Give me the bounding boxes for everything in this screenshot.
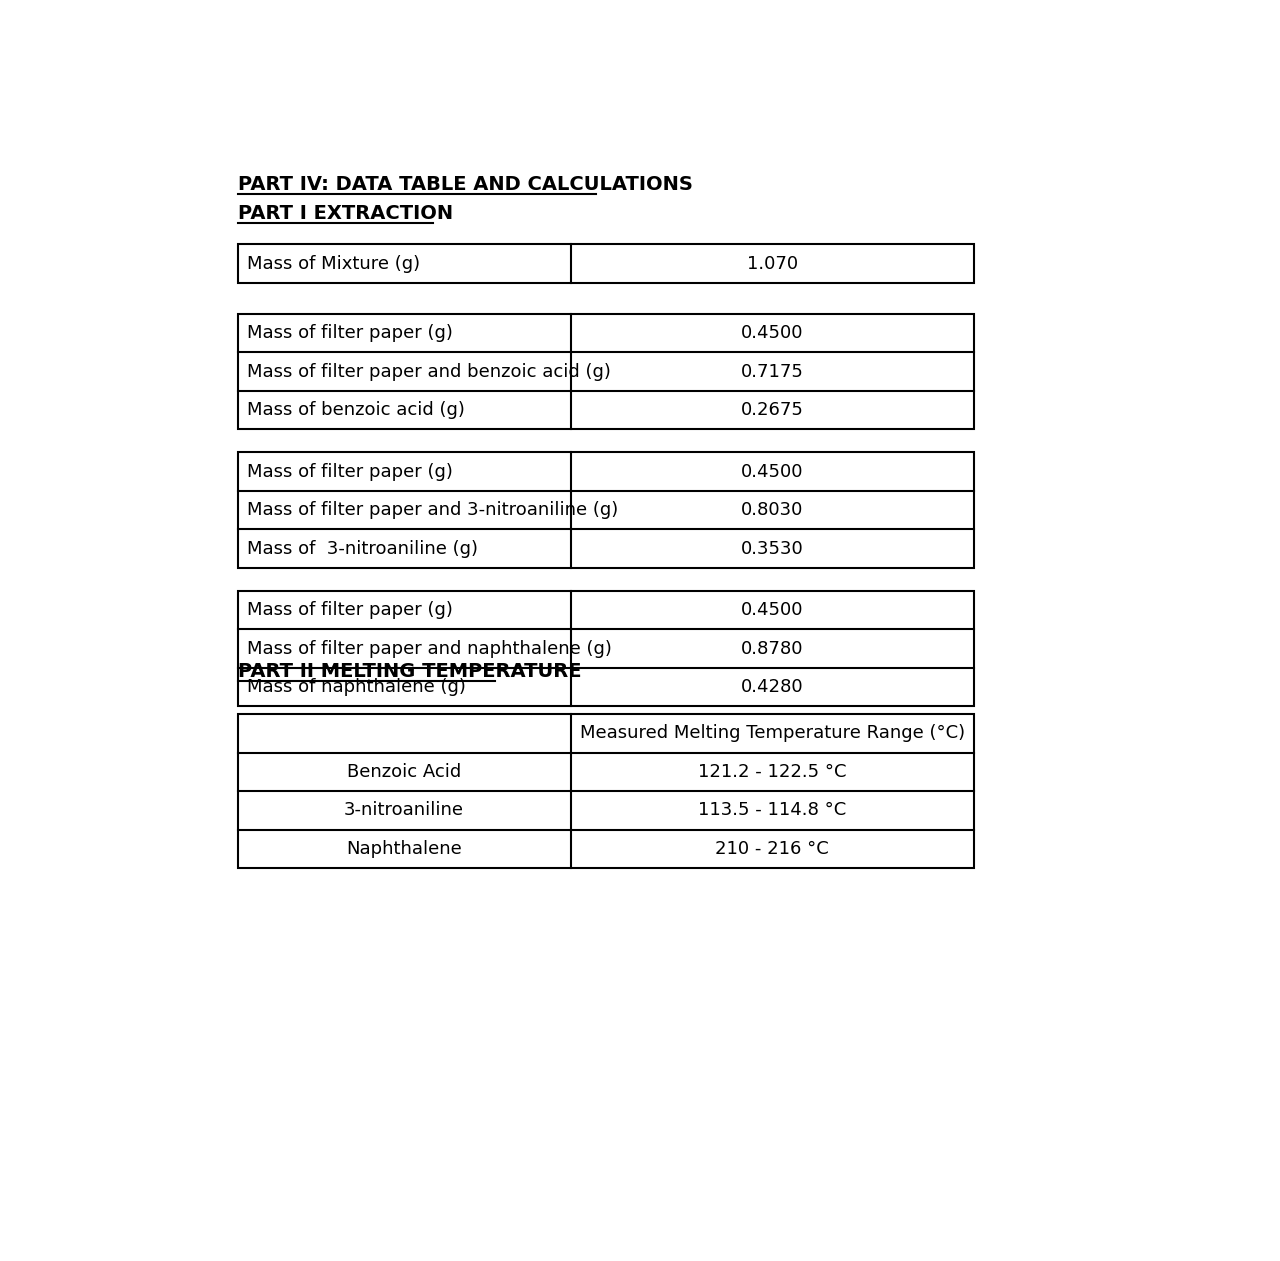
Text: Mass of  3-nitroaniline (g): Mass of 3-nitroaniline (g) [247,540,477,557]
Text: Mass of filter paper and naphthalene (g): Mass of filter paper and naphthalene (g) [247,639,612,658]
Text: Mass of benzoic acid (g): Mass of benzoic acid (g) [247,401,465,419]
Text: 0.4500: 0.4500 [741,601,804,619]
Text: Mass of filter paper (g): Mass of filter paper (g) [247,463,453,480]
Text: 121.2 - 122.5 °C: 121.2 - 122.5 °C [698,763,846,781]
Text: PART I EXTRACTION: PART I EXTRACTION [238,204,453,223]
Text: PART II MELTING TEMPERATURE: PART II MELTING TEMPERATURE [238,662,581,681]
Text: Naphthalene: Naphthalene [347,840,462,857]
Bar [238,591,974,706]
Text: 0.2675: 0.2675 [741,401,804,419]
Bar [238,245,974,282]
Text: 1.070: 1.070 [746,255,797,272]
Bar [238,714,974,868]
Text: Mass of filter paper and 3-nitroaniline (g): Mass of filter paper and 3-nitroaniline … [247,501,618,520]
Text: PART IV: DATA TABLE AND CALCULATIONS: PART IV: DATA TABLE AND CALCULATIONS [238,175,692,194]
Text: 0.8780: 0.8780 [741,639,804,658]
Bar [238,453,974,567]
Text: Mass of Mixture (g): Mass of Mixture (g) [247,255,420,272]
Text: 0.8030: 0.8030 [741,501,804,520]
Text: 210 - 216 °C: 210 - 216 °C [716,840,829,857]
Text: 0.3530: 0.3530 [741,540,804,557]
Text: Benzoic Acid: Benzoic Acid [347,763,461,781]
Text: 113.5 - 114.8 °C: 113.5 - 114.8 °C [698,802,846,820]
Bar [238,314,974,429]
Text: Measured Melting Temperature Range (°C): Measured Melting Temperature Range (°C) [580,724,965,743]
Text: Mass of filter paper (g): Mass of filter paper (g) [247,601,453,619]
Text: Mass of naphthalene (g): Mass of naphthalene (g) [247,678,466,696]
Text: Mass of filter paper and benzoic acid (g): Mass of filter paper and benzoic acid (g… [247,363,611,381]
Text: 0.4500: 0.4500 [741,324,804,342]
Text: 0.4280: 0.4280 [741,678,804,696]
Text: 0.4500: 0.4500 [741,463,804,480]
Text: Mass of filter paper (g): Mass of filter paper (g) [247,324,453,342]
Text: 0.7175: 0.7175 [741,363,804,381]
Text: 3-nitroaniline: 3-nitroaniline [344,802,465,820]
